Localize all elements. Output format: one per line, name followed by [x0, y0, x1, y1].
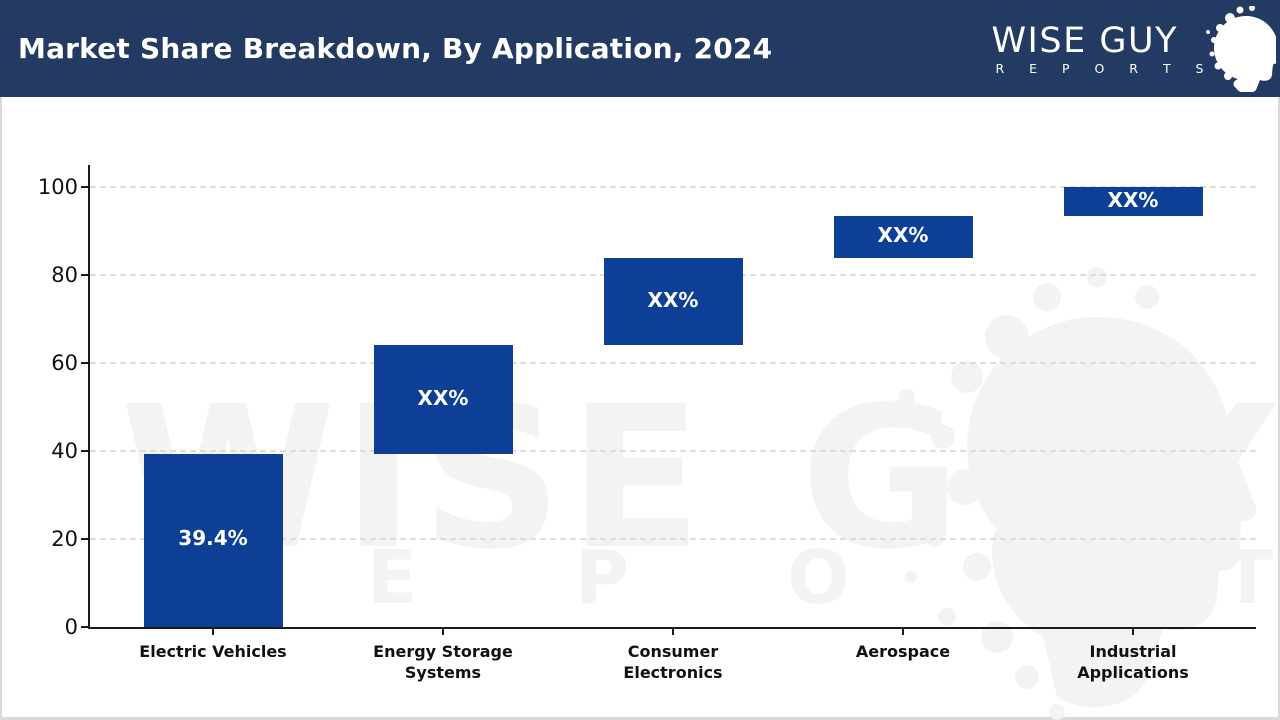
chart-title: Market Share Breakdown, By Application, … [18, 32, 773, 65]
logo-face-icon [1206, 6, 1276, 92]
logo-reports-text: R E P O R T S [995, 61, 1214, 76]
bar-electric-vehicles [143, 453, 283, 627]
y-tick-0 [81, 626, 88, 628]
y-tick-60 [81, 362, 88, 364]
x-tick-label: Energy Storage Systems [373, 642, 513, 682]
y-tick-80 [81, 274, 88, 276]
bar-value-label: XX% [877, 223, 929, 248]
y-tick-40 [81, 450, 88, 452]
y-axis [88, 165, 90, 629]
y-tick-label: 100 [37, 175, 78, 199]
bar-value-label: XX% [1107, 187, 1159, 212]
x-tick-label: Electric Vehicles [139, 642, 287, 661]
bar-value-label: XX% [417, 385, 469, 410]
bar-energy-storage-systems [373, 345, 513, 454]
gridline-20 [90, 538, 1256, 540]
logo-wiseguy-text: WISE GUY [991, 21, 1178, 61]
x-tick-label: Consumer Electronics [623, 642, 723, 682]
gridline-100 [90, 186, 1256, 188]
header-band: Market Share Breakdown, By Application, … [0, 0, 1280, 97]
x-tick [442, 629, 444, 635]
watermark-face-logo [899, 267, 1257, 720]
bar-value-label: 39.4% [178, 526, 248, 551]
x-axis [88, 627, 1256, 629]
chart-area: WISE GUY R E P O R T S 02040608010039.4%… [0, 97, 1280, 720]
x-tick [1132, 629, 1134, 635]
y-tick-label: 40 [51, 439, 78, 463]
bar-consumer-electronics [603, 258, 743, 346]
bar-aerospace [833, 216, 973, 259]
bar-industrial-applications [1063, 187, 1203, 217]
wiseguy-logo: WISE GUY R E P O R T S [991, 23, 1214, 76]
y-tick-label: 20 [51, 527, 78, 551]
y-tick-label: 0 [64, 615, 78, 639]
gridline-40 [90, 450, 1256, 452]
x-tick-label: Industrial Applications [1077, 642, 1189, 682]
bar-value-label: XX% [647, 287, 699, 312]
x-tick-label: Aerospace [855, 642, 951, 661]
y-tick-label: 60 [51, 351, 78, 375]
y-tick-100 [81, 186, 88, 188]
x-tick [672, 629, 674, 635]
x-tick [902, 629, 904, 635]
gridline-60 [90, 362, 1256, 364]
y-tick-label: 80 [51, 263, 78, 287]
y-tick-20 [81, 538, 88, 540]
x-tick [212, 629, 214, 635]
